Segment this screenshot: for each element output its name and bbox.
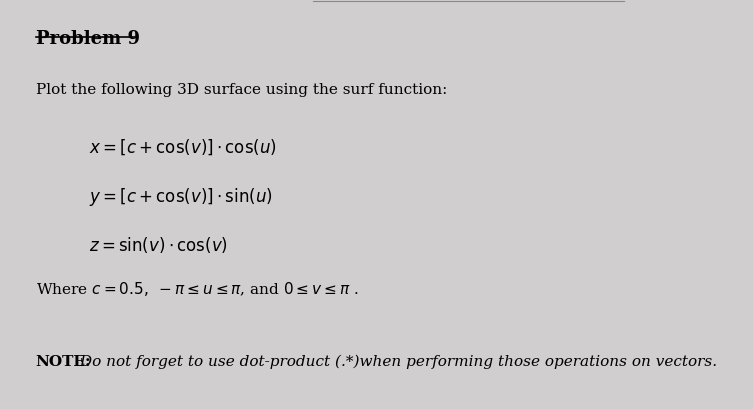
Text: NOTE:: NOTE: [35, 355, 91, 369]
Text: Plot the following 3D surface using the surf function:: Plot the following 3D surface using the … [35, 83, 447, 97]
Text: Do not forget to use dot-product (.*)when performing those operations on vectors: Do not forget to use dot-product (.*)whe… [75, 355, 717, 369]
Text: $x = \left[c + \cos(v)\right]\cdot\cos(u)$: $x = \left[c + \cos(v)\right]\cdot\cos(u… [89, 137, 276, 157]
Text: Where $c=0.5,\ -\pi \leq u \leq \pi$, and $0 \leq v \leq \pi$ .: Where $c=0.5,\ -\pi \leq u \leq \pi$, an… [35, 280, 358, 298]
Text: $z = \sin(v)\cdot\cos(v)$: $z = \sin(v)\cdot\cos(v)$ [89, 235, 227, 255]
Text: $y = \left[c + \cos(v)\right]\cdot\sin(u)$: $y = \left[c + \cos(v)\right]\cdot\sin(u… [89, 186, 273, 208]
Text: Problem 9: Problem 9 [35, 30, 139, 48]
